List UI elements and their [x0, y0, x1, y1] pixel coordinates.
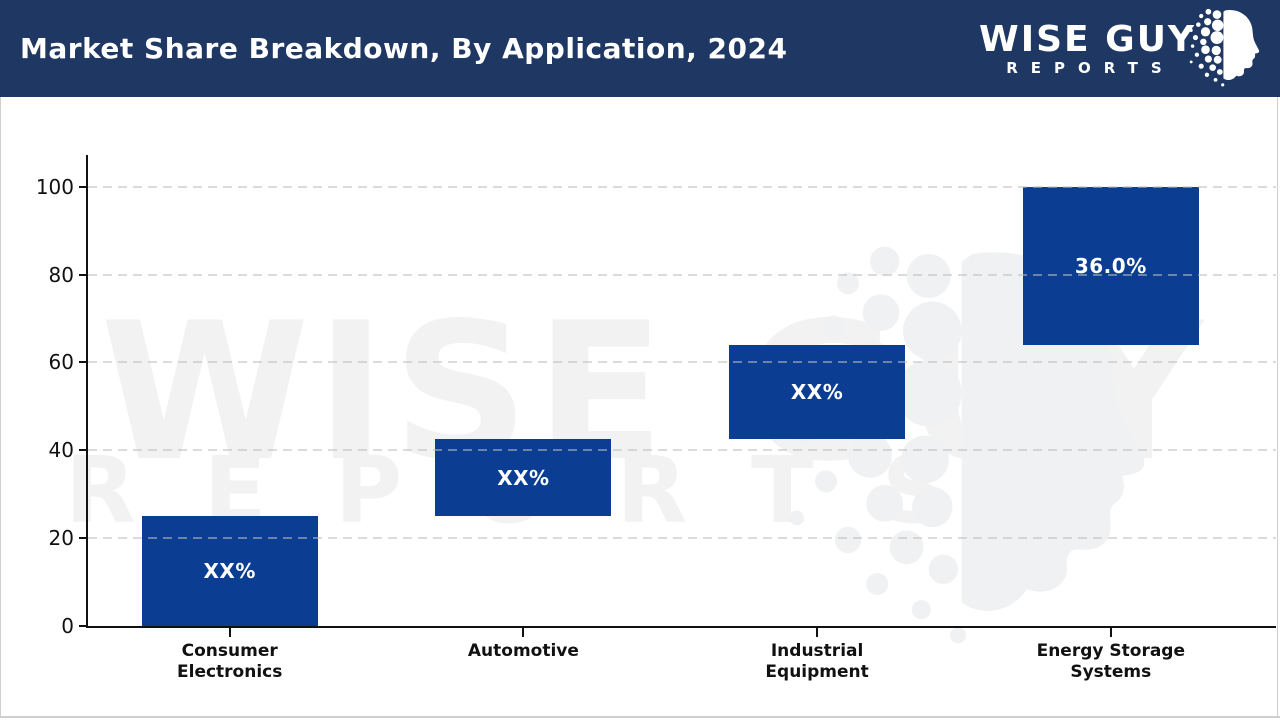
x-axis-spine — [86, 626, 1276, 628]
gridline-20 — [88, 537, 1276, 540]
x-category-label-consumer-electronics: Consumer Electronics — [177, 641, 283, 682]
wise-guy-logo: WISE GUY REPORTS — [979, 0, 1270, 97]
y-tick-label-60: 60 — [48, 350, 74, 375]
bar-value-label: XX% — [497, 465, 550, 490]
waterfall-chart: WISE GUY REPORTS XX%XX%XX%36.0%020406080… — [0, 97, 1280, 720]
logo-subtitle: REPORTS — [1006, 58, 1175, 77]
logo-wordmark: WISE GUY — [978, 18, 1196, 60]
y-tick-label-20: 20 — [48, 526, 74, 551]
y-tick-80 — [79, 273, 87, 276]
bar-value-label: XX% — [203, 559, 256, 584]
dot-face-logo-icon — [1189, 8, 1260, 86]
y-tick-label-0: 0 — [61, 614, 74, 638]
y-axis-spine — [86, 155, 88, 628]
y-tick-0 — [79, 625, 87, 627]
y-tick-label-80: 80 — [48, 262, 74, 287]
gridline-40 — [88, 449, 1276, 452]
bar-automotive: XX% — [435, 439, 612, 517]
bar-energy-storage-systems: 36.0% — [1022, 186, 1199, 345]
bar-consumer-electronics: XX% — [141, 516, 318, 626]
gridline-60 — [88, 361, 1276, 364]
x-category-label-automotive: Automotive — [467, 641, 579, 661]
y-tick-100 — [79, 185, 87, 188]
y-tick-label-40: 40 — [48, 438, 74, 463]
gridline-100 — [88, 185, 1276, 188]
x-category-label-industrial-equipment: Industrial Equipment — [765, 641, 869, 682]
bar-industrial-equipment: XX% — [729, 344, 906, 440]
y-tick-20 — [79, 537, 87, 540]
figure-border-right — [1277, 97, 1278, 717]
page-title: Market Share Breakdown, By Application, … — [20, 32, 788, 65]
y-tick-label-100: 100 — [35, 174, 74, 199]
gridline-80 — [88, 273, 1276, 276]
figure-border-left — [0, 97, 1, 717]
x-tick-consumer-electronics — [228, 628, 231, 637]
figure-border-bottom — [0, 716, 1280, 718]
bar-value-label: XX% — [790, 380, 844, 405]
x-tick-automotive — [522, 628, 525, 637]
x-tick-energy-storage-systems — [1109, 628, 1112, 637]
header-band: Market Share Breakdown, By Application, … — [0, 0, 1280, 97]
y-tick-40 — [79, 449, 87, 452]
x-category-label-energy-storage-systems: Energy Storage Systems — [1036, 641, 1185, 682]
x-tick-industrial-equipment — [816, 628, 819, 637]
y-tick-60 — [79, 361, 87, 364]
logo-text: WISE GUY REPORTS — [978, 18, 1196, 77]
